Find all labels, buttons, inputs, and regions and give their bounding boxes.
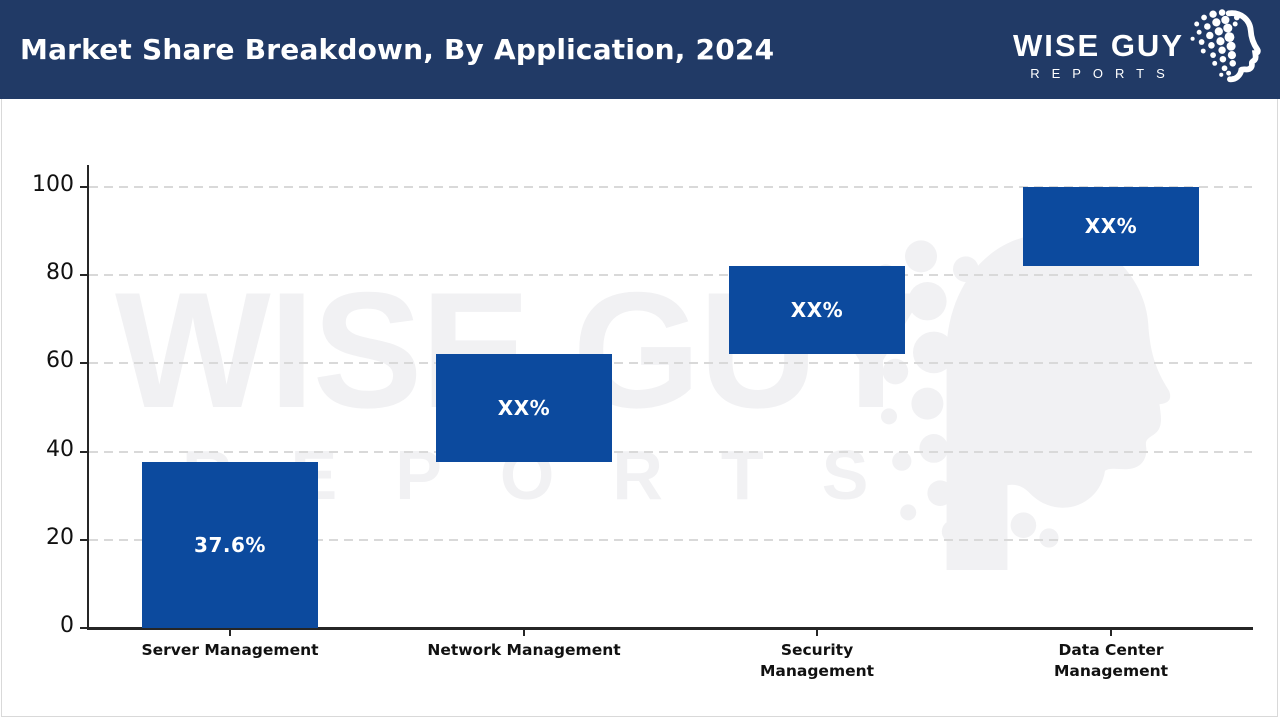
y-axis-line [87,165,89,630]
logo-subtitle: REPORTS [1030,65,1177,81]
wiseguy-head-icon [1186,6,1268,96]
bar-value-label-2: XX% [790,297,844,322]
bar-segment-1: XX% [436,353,612,463]
gridline-80 [89,274,1252,277]
y-axis-tick-80 [80,274,88,277]
x-axis-tick-2 [816,628,818,636]
page-title: Market Share Breakdown, By Application, … [20,33,775,66]
y-axis-tick-label-20: 20 [46,524,74,550]
gridline-40 [89,450,1252,453]
gridline-20 [89,538,1252,541]
x-axis-tick-3 [1110,628,1112,636]
bar-segment-3: XX% [1023,187,1199,266]
header-bar: Market Share Breakdown, By Application, … [0,0,1280,99]
x-category-label-0: Server Management [141,641,319,659]
y-axis-tick-100 [80,186,88,188]
bar-value-label-3: XX% [1084,214,1138,239]
wiseguy-logo-text: WISE GUY REPORTS [1013,28,1184,81]
x-category-label-1: Network Management [427,641,621,659]
y-axis-tick-60 [80,362,88,365]
y-axis-tick-label-60: 60 [46,348,74,374]
x-axis-tick-1 [523,628,525,636]
y-axis-tick-label-100: 100 [32,172,74,197]
y-axis-tick-20 [80,538,88,541]
y-axis-tick-40 [80,450,88,453]
x-category-label-3: Data Center Management [1053,641,1169,680]
y-axis-tick-label-40: 40 [46,436,74,462]
bar-segment-0: 37.6% [142,462,318,628]
logo-name: WISE GUY [1012,27,1184,63]
x-axis-line [87,627,1253,630]
bar-value-label-1: XX% [497,395,551,420]
y-axis-tick-label-80: 80 [46,260,74,286]
y-axis-tick-label-0: 0 [60,613,74,638]
bar-segment-2: XX% [729,265,905,354]
gridline-60 [89,362,1252,365]
x-axis-tick-0 [229,628,231,636]
bar-value-label-0: 37.6% [194,533,266,558]
wiseguy-logo: WISE GUY REPORTS [1013,6,1268,96]
gridline-100 [89,186,1252,188]
y-axis-tick-0 [80,627,88,629]
x-category-label-2: Security Management [759,641,875,680]
